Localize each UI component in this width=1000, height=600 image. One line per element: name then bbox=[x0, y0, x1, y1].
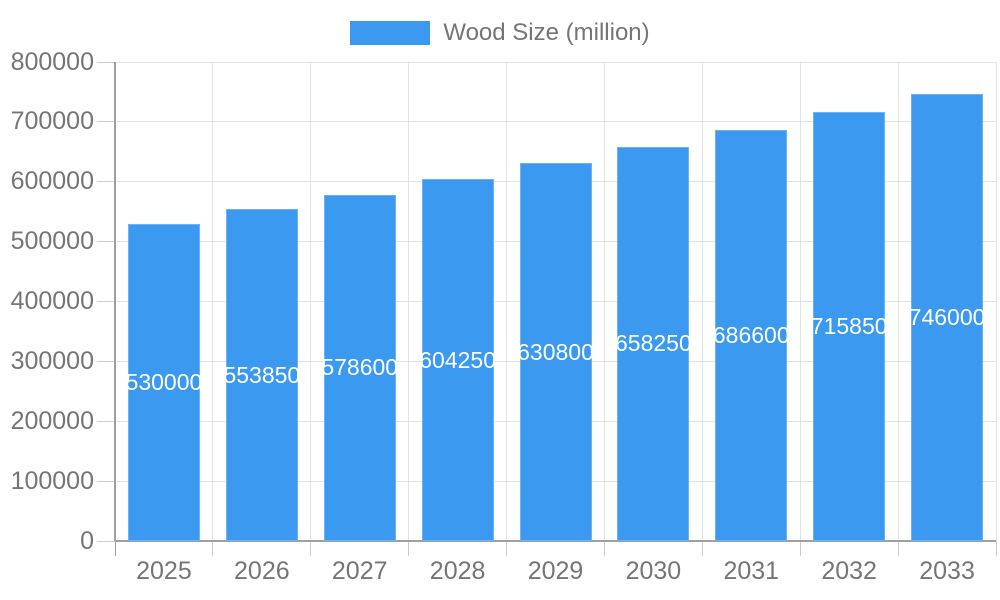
y-tick-label-600000: 600000 bbox=[10, 167, 94, 196]
bar-2031[interactable]: 686600 bbox=[715, 129, 788, 541]
gridline-x-boundary-5 bbox=[603, 62, 605, 541]
y-tick-200000 bbox=[97, 420, 115, 422]
bar-2030[interactable]: 658250 bbox=[617, 146, 690, 541]
bar-value-label-2031: 686600 bbox=[715, 321, 788, 348]
x-tick-7 bbox=[799, 541, 801, 556]
x-axis-line bbox=[115, 540, 996, 542]
bar-2026[interactable]: 553850 bbox=[225, 209, 298, 541]
y-tick-label-700000: 700000 bbox=[10, 107, 94, 136]
y-tick-label-0: 0 bbox=[80, 526, 94, 555]
x-tick-8 bbox=[897, 541, 899, 556]
gridline-x-boundary-7 bbox=[799, 62, 801, 541]
gridline-y-700000 bbox=[115, 121, 996, 123]
x-tick-4 bbox=[506, 541, 508, 556]
y-tick-0 bbox=[97, 540, 115, 542]
x-tick-label-2028: 2028 bbox=[429, 557, 486, 585]
gridline-x-boundary-8 bbox=[897, 62, 899, 541]
bar-2027[interactable]: 578600 bbox=[323, 194, 396, 541]
bar-2033[interactable]: 746000 bbox=[911, 94, 984, 541]
y-tick-label-100000: 100000 bbox=[10, 466, 94, 495]
bar-value-label-2028: 604250 bbox=[421, 346, 494, 373]
legend-label: Wood Size (million) bbox=[443, 19, 650, 46]
x-tick-label-2031: 2031 bbox=[723, 557, 780, 585]
x-tick-label-2026: 2026 bbox=[234, 557, 290, 585]
legend-swatch bbox=[350, 21, 431, 45]
gridline-x-boundary-6 bbox=[701, 62, 703, 541]
bar-value-label-2030: 658250 bbox=[617, 330, 690, 357]
y-tick-800000 bbox=[97, 61, 115, 63]
x-tick-label-2029: 2029 bbox=[527, 557, 584, 585]
bar-value-label-2032: 715850 bbox=[813, 313, 886, 340]
x-tick-0 bbox=[114, 541, 116, 556]
gridline-x-boundary-3 bbox=[408, 62, 410, 541]
y-axis-line bbox=[114, 62, 116, 541]
y-tick-600000 bbox=[97, 181, 115, 183]
x-tick-label-2032: 2032 bbox=[821, 557, 877, 585]
x-tick-9 bbox=[995, 541, 997, 556]
y-tick-label-200000: 200000 bbox=[10, 406, 94, 435]
y-tick-label-500000: 500000 bbox=[10, 227, 94, 256]
bar-value-label-2026: 553850 bbox=[225, 361, 298, 388]
y-tick-400000 bbox=[97, 301, 115, 302]
y-tick-100000 bbox=[97, 480, 115, 482]
y-tick-label-400000: 400000 bbox=[10, 287, 94, 315]
bar-2029[interactable]: 630800 bbox=[519, 163, 592, 541]
x-tick-label-2030: 2030 bbox=[625, 557, 682, 585]
gridline-y-800000 bbox=[115, 61, 996, 63]
x-tick-6 bbox=[701, 541, 703, 556]
y-tick-500000 bbox=[97, 241, 115, 243]
y-tick-700000 bbox=[97, 121, 115, 123]
bar-2032[interactable]: 715850 bbox=[813, 112, 886, 541]
y-tick-label-800000: 800000 bbox=[10, 47, 94, 76]
legend[interactable]: Wood Size (million) bbox=[0, 19, 1000, 47]
bar-value-label-2027: 578600 bbox=[323, 354, 396, 381]
gridline-x-boundary-2 bbox=[310, 62, 312, 541]
y-tick-label-300000: 300000 bbox=[10, 346, 94, 375]
x-tick-label-2033: 2033 bbox=[919, 557, 975, 585]
x-tick-label-2027: 2027 bbox=[331, 557, 388, 585]
x-tick-label-2025: 2025 bbox=[136, 557, 192, 585]
x-tick-1 bbox=[212, 541, 214, 556]
bar-2025[interactable]: 530000 bbox=[127, 223, 200, 541]
x-tick-2 bbox=[310, 541, 312, 556]
gridline-x-boundary-1 bbox=[212, 62, 214, 541]
gridline-x-boundary-4 bbox=[506, 62, 508, 541]
gridline-x-boundary-9 bbox=[995, 62, 997, 541]
bar-2028[interactable]: 604250 bbox=[421, 179, 494, 541]
y-tick-300000 bbox=[97, 360, 115, 362]
x-tick-3 bbox=[408, 541, 410, 556]
bar-value-label-2029: 630800 bbox=[519, 338, 592, 365]
bar-value-label-2025: 530000 bbox=[127, 368, 200, 395]
bar-value-label-2033: 746000 bbox=[911, 304, 984, 331]
x-tick-5 bbox=[603, 541, 605, 556]
